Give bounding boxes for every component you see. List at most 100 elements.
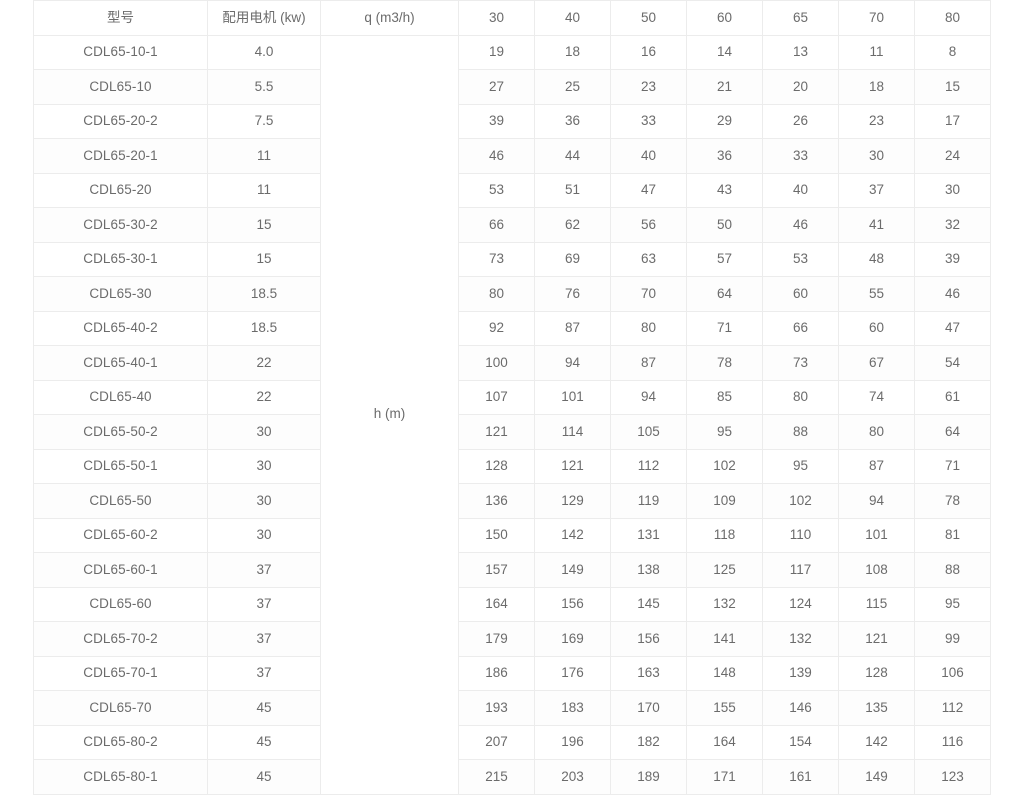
table-row: CDL65-30 18.5 80 76 70 64 60 55 46 <box>33 276 991 312</box>
cell-head-value: 19 <box>458 34 535 70</box>
cell-motor-power: 30 <box>207 414 321 450</box>
cell-head-value: 94 <box>838 483 915 519</box>
cell-head-value: 193 <box>458 690 535 726</box>
cell-motor-power: 18.5 <box>207 276 321 312</box>
cell-motor-power: 11 <box>207 172 321 208</box>
cell-model: CDL65-50-2 <box>33 414 208 450</box>
cell-head-value: 117 <box>762 552 839 588</box>
cell-head-value: 67 <box>838 345 915 381</box>
cell-head-value: 63 <box>610 241 687 277</box>
cell-head-value: 176 <box>534 655 611 691</box>
table-header: 型号 配用电机 (kw) q (m3/h) 30 40 50 60 65 70 … <box>33 0 991 36</box>
header-flow-label: q (m3/h) <box>320 0 459 36</box>
cell-head-value: 60 <box>762 276 839 312</box>
cell-motor-power: 30 <box>207 483 321 519</box>
cell-head-value: 124 <box>762 586 839 622</box>
cell-head-value: 39 <box>458 103 535 139</box>
table-row: CDL65-80-1 45 215 203 189 171 161 149 123 <box>33 759 991 795</box>
cell-head-value: 11 <box>838 34 915 70</box>
header-flow-30: 30 <box>458 0 535 36</box>
cell-head-value: 131 <box>610 517 687 553</box>
cell-head-value: 13 <box>762 34 839 70</box>
cell-head-value: 94 <box>534 345 611 381</box>
cell-head-value: 135 <box>838 690 915 726</box>
cell-head-value: 141 <box>686 621 763 657</box>
cell-model: CDL65-10-1 <box>33 34 208 70</box>
cell-head-value: 207 <box>458 724 535 760</box>
cell-head-value: 41 <box>838 207 915 243</box>
table-row: CDL65-60 37 164 156 145 132 124 115 95 <box>33 586 991 622</box>
cell-head-value: 128 <box>838 655 915 691</box>
cell-head-value: 121 <box>458 414 535 450</box>
cell-head-value: 110 <box>762 517 839 553</box>
cell-head-value: 215 <box>458 759 535 795</box>
cell-head-value: 14 <box>686 34 763 70</box>
table-row: CDL65-20-1 11 46 44 40 36 33 30 24 <box>33 138 991 174</box>
cell-head-value: 73 <box>762 345 839 381</box>
cell-head-value: 171 <box>686 759 763 795</box>
cell-head-value: 50 <box>686 207 763 243</box>
cell-head-value: 116 <box>914 724 991 760</box>
cell-head-value: 66 <box>762 310 839 346</box>
cell-motor-power: 18.5 <box>207 310 321 346</box>
cell-head-value: 156 <box>610 621 687 657</box>
header-flow-50: 50 <box>610 0 687 36</box>
cell-head-value: 20 <box>762 69 839 105</box>
cell-head-value: 18 <box>534 34 611 70</box>
cell-head-value: 73 <box>458 241 535 277</box>
cell-head-value: 78 <box>914 483 991 519</box>
cell-head-value: 163 <box>610 655 687 691</box>
cell-motor-power: 4.0 <box>207 34 321 70</box>
table-row: CDL65-60-1 37 157 149 138 125 117 108 88 <box>33 552 991 588</box>
table-row: CDL65-40-1 22 100 94 87 78 73 67 54 <box>33 345 991 381</box>
cell-head-value: 36 <box>534 103 611 139</box>
cell-head-value: 154 <box>762 724 839 760</box>
header-flow-65: 65 <box>762 0 839 36</box>
cell-head-value: 26 <box>762 103 839 139</box>
cell-head-value: 46 <box>762 207 839 243</box>
cell-head-value: 118 <box>686 517 763 553</box>
cell-head-value: 132 <box>686 586 763 622</box>
cell-head-value: 99 <box>914 621 991 657</box>
cell-head-value: 8 <box>914 34 991 70</box>
cell-head-value: 33 <box>762 138 839 174</box>
cell-head-value: 182 <box>610 724 687 760</box>
cell-head-value: 106 <box>914 655 991 691</box>
cell-head-value: 129 <box>534 483 611 519</box>
cell-head-value: 203 <box>534 759 611 795</box>
cell-head-value: 53 <box>762 241 839 277</box>
header-flow-80: 80 <box>914 0 991 36</box>
cell-model: CDL65-70 <box>33 690 208 726</box>
cell-model: CDL65-50 <box>33 483 208 519</box>
cell-head-value: 161 <box>762 759 839 795</box>
cell-motor-power: 37 <box>207 655 321 691</box>
cell-motor-power: 22 <box>207 345 321 381</box>
cell-head-value: 39 <box>914 241 991 277</box>
cell-motor-power: 7.5 <box>207 103 321 139</box>
table-row: CDL65-30-1 15 73 69 63 57 53 48 39 <box>33 241 991 277</box>
table-row: CDL65-10 5.5 27 25 23 21 20 18 15 <box>33 69 991 105</box>
cell-model: CDL65-20 <box>33 172 208 208</box>
cell-motor-power: 5.5 <box>207 69 321 105</box>
cell-head-value: 95 <box>686 414 763 450</box>
cell-head-value: 80 <box>610 310 687 346</box>
cell-head-value: 95 <box>914 586 991 622</box>
cell-head-value: 25 <box>534 69 611 105</box>
table-row: CDL65-70-1 37 186 176 163 148 139 128 106 <box>33 655 991 691</box>
cell-head-value: 33 <box>610 103 687 139</box>
header-motor-power: 配用电机 (kw) <box>207 0 321 36</box>
cell-head-value: 32 <box>914 207 991 243</box>
cell-head-value: 115 <box>838 586 915 622</box>
cell-motor-power: 37 <box>207 552 321 588</box>
cell-head-value: 85 <box>686 379 763 415</box>
cell-head-value: 21 <box>686 69 763 105</box>
table-row: CDL65-80-2 45 207 196 182 164 154 142 116 <box>33 724 991 760</box>
cell-head-value: 80 <box>458 276 535 312</box>
cell-head-value: 23 <box>610 69 687 105</box>
cell-head-value: 102 <box>686 448 763 484</box>
cell-head-value: 66 <box>458 207 535 243</box>
cell-head-value: 61 <box>914 379 991 415</box>
table-row: CDL65-50-1 30 128 121 112 102 95 87 71 <box>33 448 991 484</box>
cell-motor-power: 22 <box>207 379 321 415</box>
cell-head-value: 156 <box>534 586 611 622</box>
